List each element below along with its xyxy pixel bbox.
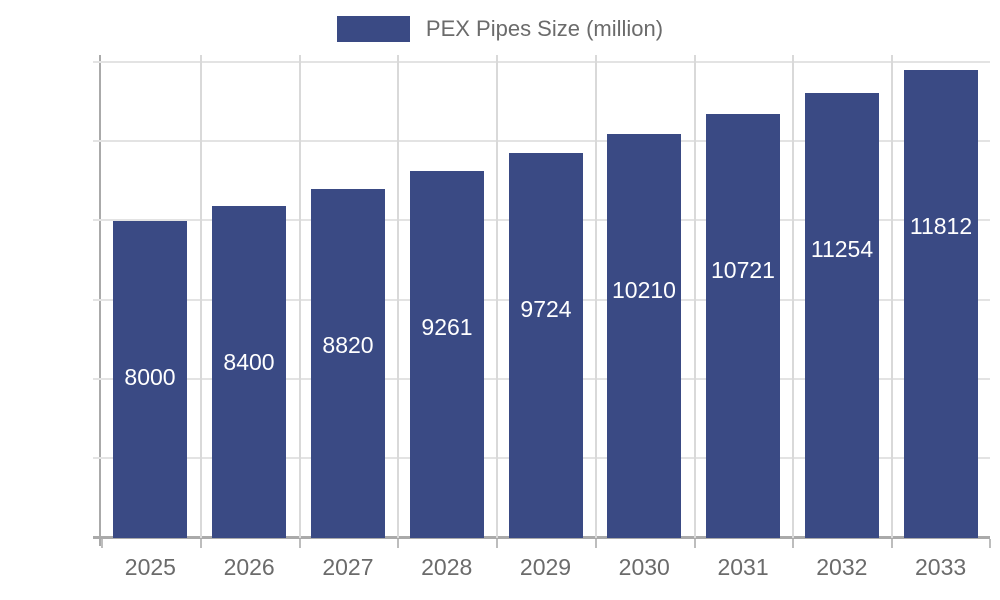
x-axis-tick-label: 2029 [519, 554, 572, 580]
legend-color-swatch [336, 16, 410, 42]
x-axis-tick-mark [496, 539, 498, 548]
plot-area: 8000 8400 8820 9261 9724 10210 10721 11254 11812 [93, 55, 990, 538]
bar-value-label: 9724 [520, 296, 572, 323]
y-axis-line [99, 55, 101, 546]
x-axis-tick-label: 2030 [618, 554, 670, 580]
x-axis-tick-label: 2027 [322, 554, 374, 580]
x-axis-tick-mark [694, 539, 696, 548]
bar[interactable] [410, 171, 484, 538]
x-axis-tick-mark [101, 539, 103, 548]
bar-value-label: 11812 [909, 213, 973, 240]
x-axis-line [93, 537, 990, 539]
x-gridline [792, 55, 794, 538]
x-axis-tick-label: 2025 [124, 554, 176, 580]
y-gridline [93, 140, 990, 143]
bar-value-label: 9261 [421, 314, 473, 341]
x-gridline [397, 55, 399, 538]
bar-value-label: 8000 [124, 364, 176, 391]
x-axis-tick-mark [397, 539, 399, 548]
bar[interactable] [706, 113, 780, 538]
x-axis-tick-mark [989, 539, 991, 548]
x-gridline [694, 55, 696, 538]
bar-value-label: 8400 [223, 348, 275, 375]
bar[interactable] [904, 70, 978, 538]
bar[interactable] [805, 92, 879, 538]
x-axis-tick-mark [891, 539, 893, 548]
bar[interactable] [113, 221, 187, 538]
bar[interactable] [311, 188, 385, 538]
x-axis-tick-label: 2031 [717, 554, 769, 580]
bar-value-label: 10210 [612, 276, 676, 303]
x-axis-tick-label: 2026 [223, 554, 275, 580]
x-gridline [496, 55, 498, 538]
x-axis-tick-label: 2032 [816, 554, 868, 580]
bar-value-label: 11254 [810, 235, 874, 262]
x-axis-tick-mark [200, 539, 202, 548]
chart-legend: PEX Pipes Size (million) [0, 8, 1000, 50]
x-axis-tick-mark [792, 539, 794, 548]
x-axis-tick-label: 2033 [915, 554, 967, 580]
y-gridline [93, 61, 990, 63]
x-gridline [200, 55, 202, 538]
x-axis-tick-mark [299, 539, 301, 548]
x-gridline [595, 55, 597, 538]
bar-value-label: 10721 [711, 256, 775, 283]
bar-value-label: 8820 [322, 331, 374, 358]
x-axis-tick-mark [595, 539, 597, 548]
bar[interactable] [212, 205, 286, 538]
legend-item-label: PEX Pipes Size (million) [425, 16, 664, 41]
bar[interactable] [509, 153, 583, 538]
x-gridline [891, 55, 893, 538]
x-gridline [299, 55, 301, 538]
x-axis-tick-label: 2028 [421, 554, 473, 580]
bar[interactable] [607, 133, 681, 538]
